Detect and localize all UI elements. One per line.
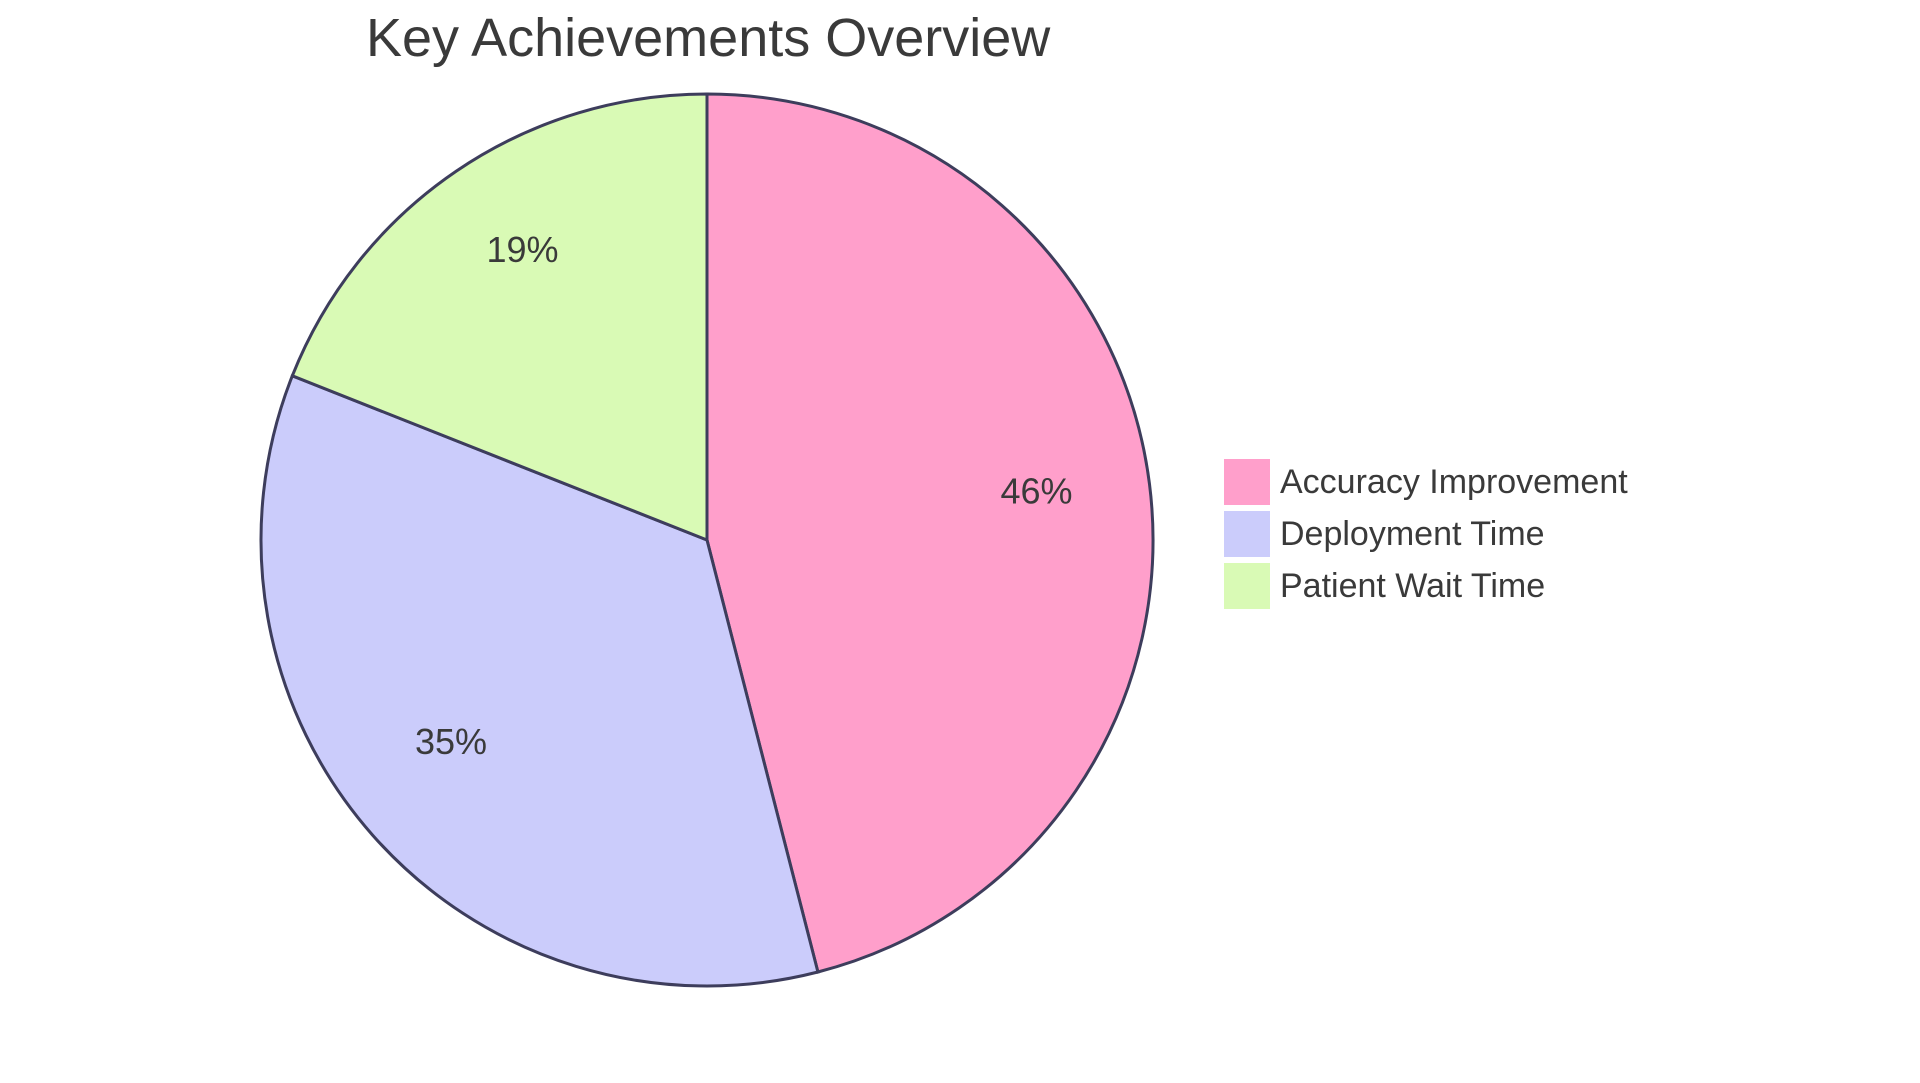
svg-text:19%: 19%: [486, 229, 558, 270]
svg-text:35%: 35%: [415, 721, 487, 762]
svg-text:46%: 46%: [1000, 470, 1072, 511]
